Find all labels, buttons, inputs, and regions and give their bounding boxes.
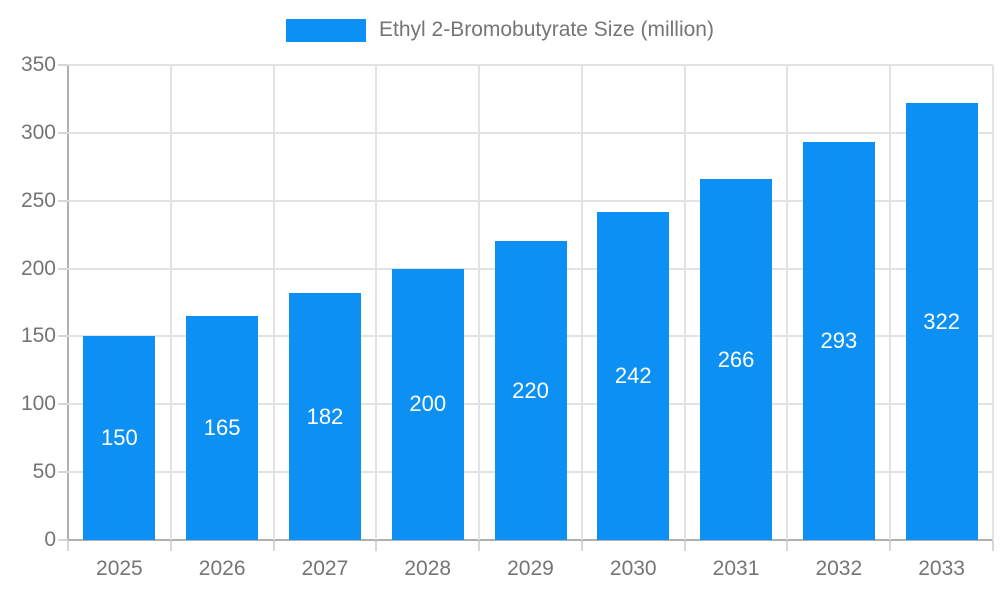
x-tick-label-2026: 2026 [198,557,246,580]
bar-2026: 165 [186,316,259,540]
y-tick-label-250: 250 [20,188,56,212]
x-tick-label-2025: 2025 [96,557,143,580]
bar-value-label-2030: 242 [614,362,652,388]
x-tick-4 [478,541,481,551]
v-gridline-1 [169,65,172,540]
v-gridline-9 [992,65,994,540]
bar-2033: 322 [905,103,978,540]
x-tick-0 [67,541,69,551]
h-gridline-350 [68,64,993,66]
bar-value-label-2025: 150 [101,425,138,451]
legend-swatch [286,18,367,42]
y-tick-label-0: 0 [44,528,56,551]
bar-2028: 200 [391,268,464,540]
x-tick-3 [375,541,378,551]
v-gridline-5 [580,65,583,540]
bar-2030: 242 [597,211,670,540]
h-gridline-250 [68,199,993,202]
x-tick-label-2028: 2028 [404,557,452,580]
x-tick-label-2029: 2029 [507,557,554,580]
x-axis-line [67,539,993,541]
v-gridline-2 [272,65,275,540]
bar-2031: 266 [700,179,773,540]
x-tick-1 [169,541,172,551]
y-tick-50 [58,471,68,474]
h-gridline-300 [68,131,993,134]
v-gridline-6 [683,65,686,540]
x-tick-7 [786,541,789,551]
x-tick-label-2031: 2031 [712,557,760,580]
y-tick-0 [58,539,68,541]
x-tick-6 [683,541,686,551]
bar-value-label-2029: 220 [512,377,549,403]
legend-label: Ethyl 2-Bromobutyrate Size (million) [379,18,714,41]
y-tick-200 [58,267,68,270]
bar-value-label-2028: 200 [409,391,447,417]
y-axis-line [67,65,69,551]
bar-2029: 220 [494,241,567,540]
y-tick-150 [58,335,68,338]
v-gridline-3 [375,65,378,540]
bar-value-label-2031: 266 [717,346,755,372]
chart-legend: Ethyl 2-Bromobutyrate Size (million) [0,18,1000,42]
x-tick-5 [580,541,583,551]
y-tick-350 [58,64,68,66]
bar-value-label-2032: 293 [820,328,858,354]
y-tick-label-100: 100 [20,392,56,416]
y-tick-label-150: 150 [20,324,56,348]
v-gridline-4 [478,65,481,540]
y-tick-label-200: 200 [20,256,56,280]
x-tick-label-2030: 2030 [609,557,657,580]
bar-value-label-2026: 165 [203,415,241,441]
x-tick-9 [992,541,994,551]
y-tick-label-300: 300 [20,120,56,144]
v-gridline-7 [786,65,789,540]
x-tick-8 [889,541,892,551]
x-tick-label-2027: 2027 [301,557,349,580]
y-tick-label-50: 50 [32,460,56,484]
y-tick-250 [58,199,68,202]
y-tick-label-350: 350 [20,53,56,76]
x-tick-label-2033: 2033 [918,557,965,580]
bar-value-label-2027: 182 [306,403,344,429]
v-gridline-8 [889,65,892,540]
y-tick-100 [58,403,68,406]
bar-2027: 182 [288,293,361,540]
plot-area: 150 165 182 200 220 242 266 293 322 [68,64,994,540]
bar-value-label-2033: 322 [923,308,960,334]
x-tick-2 [272,541,275,551]
bar-2025: 150 [83,336,156,540]
bar-2032: 293 [802,142,875,540]
y-tick-300 [58,131,68,134]
x-tick-label-2032: 2032 [815,557,863,580]
